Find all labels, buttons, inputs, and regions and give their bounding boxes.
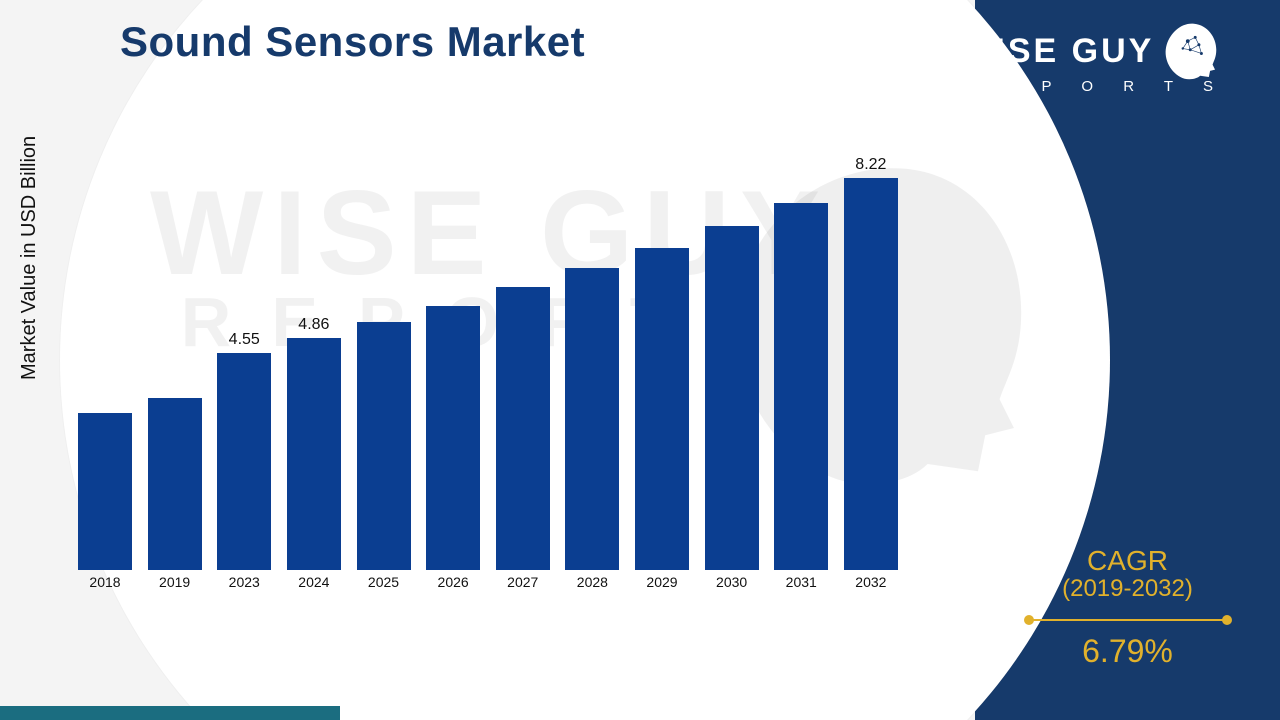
bar [357,322,411,570]
bar-group [635,226,689,570]
x-tick-label: 2018 [78,574,132,590]
bar-group [148,376,202,570]
cagr-value: 6.79% [1005,633,1250,670]
x-tick-label: 2023 [217,574,271,590]
x-tick-label: 2024 [287,574,341,590]
bar [565,268,619,570]
bar [217,353,271,570]
logo-text-sub: R E P O R T S [960,78,1226,95]
bar-group [496,265,550,570]
bar [774,203,828,571]
x-tick-label: 2019 [148,574,202,590]
cagr-box: CAGR (2019-2032) 6.79% [1005,545,1250,670]
bar-group: 8.22 [844,156,898,570]
bar [635,248,689,570]
chart-area: Sound Sensors Market Market Value in USD… [0,0,975,720]
bar-plot: 4.55 4.86 8.22 [78,150,898,570]
bar-group [705,204,759,570]
bar [844,178,898,570]
cagr-label: CAGR [1005,545,1250,577]
bar-group: 4.86 [287,316,341,570]
x-tick-label: 2031 [774,574,828,590]
x-axis-labels: 2018 2019 2023 2024 2025 2026 2027 2028 2029 2030… [78,574,898,590]
logo-text-main: WISE GUY [960,32,1154,71]
x-tick-label: 2028 [565,574,619,590]
bar [148,398,202,570]
x-tick-label: 2030 [705,574,759,590]
bar [287,338,341,570]
bar [705,226,759,570]
x-tick-label: 2025 [357,574,411,590]
bar-group [426,284,480,570]
infographic-stage: Sound Sensors Market Market Value in USD… [0,0,1280,720]
y-axis-label: Market Value in USD Billion [18,136,41,380]
bar-value-label: 4.86 [298,316,329,334]
bar-group [357,300,411,570]
brand-logo: WISE GUY R E P O R T S [960,20,1256,95]
bar-group [774,181,828,571]
bar-group [78,391,132,571]
x-tick-label: 2026 [426,574,480,590]
x-tick-label: 2032 [844,574,898,590]
bar [426,306,480,570]
x-tick-label: 2027 [496,574,550,590]
bar-group: 4.55 [217,331,271,570]
bar-group [565,246,619,570]
page-title: Sound Sensors Market [120,18,585,66]
bar-value-label: 4.55 [229,331,260,349]
cagr-divider [1028,619,1228,621]
bar [78,413,132,571]
bottom-accent-strip [0,706,340,720]
bar-value-label: 8.22 [855,156,886,174]
cagr-period: (2019-2032) [1005,575,1250,603]
x-tick-label: 2029 [635,574,689,590]
bar [496,287,550,570]
head-profile-icon [1158,20,1220,82]
